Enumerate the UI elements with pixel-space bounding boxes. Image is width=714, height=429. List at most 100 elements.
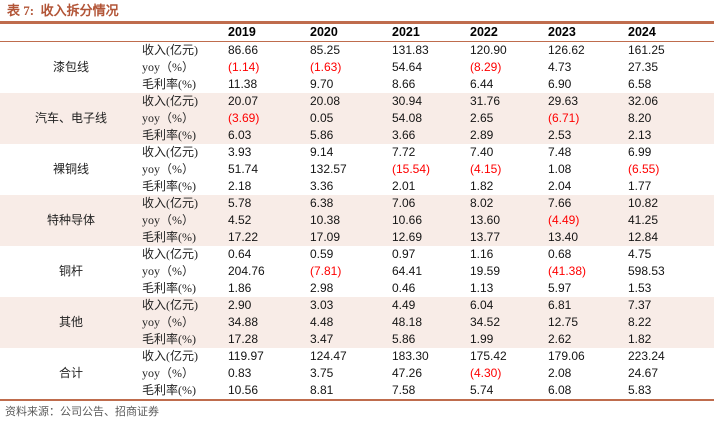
value-cell: (3.69) (228, 110, 310, 127)
value-cell: 4.52 (228, 212, 310, 229)
value-cell: 34.88 (228, 314, 310, 331)
value-cell: 17.09 (310, 229, 392, 246)
value-cell: 6.04 (470, 297, 548, 314)
value-cell: 13.77 (470, 229, 548, 246)
value-cell: 5.83 (628, 383, 652, 397)
metric-label: 收入(亿元) (142, 349, 198, 363)
value-cell: 4.75 (628, 247, 652, 261)
value-cell: 2.18 (228, 179, 252, 193)
category-header (0, 24, 142, 42)
value-cell: 1.82 (628, 331, 714, 348)
metric-label: 收入(亿元) (142, 297, 228, 314)
value-cell: 29.63 (548, 93, 628, 110)
metric-label: 毛利率(%) (142, 77, 196, 91)
metric-label: 毛利率(%) (142, 127, 228, 144)
metric-label: 毛利率(%) (142, 281, 196, 295)
value-cell: 3.36 (310, 179, 334, 193)
value-cell: 5.78 (228, 195, 310, 212)
bottom-rule (0, 399, 714, 401)
value-cell: 24.67 (628, 366, 659, 380)
table-row: 特种导体 收入(亿元) 5.78 6.38 7.06 8.02 7.66 10.82 (0, 195, 714, 246)
value-cell: 13.40 (548, 229, 628, 246)
category-label: 特种导体 (0, 195, 142, 246)
metric-label: 收入(亿元) (142, 43, 198, 57)
table-row: yoy（%） 34.88 4.48 48.18 34.52 12.75 8.22 (0, 314, 714, 331)
table-title: 表 7: 收入拆分情况 (7, 3, 119, 18)
value-cell: 1.86 (228, 281, 252, 295)
value-cell: 598.53 (628, 264, 665, 278)
value-cell: (1.63) (310, 60, 342, 74)
value-cell: 64.41 (392, 264, 423, 278)
value-cell: 6.44 (470, 77, 494, 91)
value-cell: (4.30) (470, 366, 502, 380)
table-row: 裸铜线 收入(亿元) 3.93 9.14 7.72 7.40 7.48 6.99 (0, 144, 714, 176)
value-cell: 183.30 (392, 349, 429, 363)
value-cell: 5.97 (548, 281, 572, 295)
metric-label: 毛利率(%) (142, 179, 196, 193)
table-row: 毛利率(%) 6.03 5.86 3.66 2.89 2.53 2.13 (0, 127, 714, 144)
value-cell: (4.15) (470, 162, 502, 176)
value-cell: 6.58 (628, 77, 652, 91)
value-cell: 6.99 (628, 145, 652, 159)
value-cell: 3.66 (392, 127, 470, 144)
value-cell: 30.94 (392, 93, 470, 110)
value-cell: 41.25 (628, 212, 714, 229)
value-cell: 3.93 (228, 145, 252, 159)
metric-label: 收入(亿元) (142, 93, 228, 110)
year-header: 2019 (228, 24, 310, 42)
value-cell: (8.29) (470, 60, 502, 74)
value-cell: 132.57 (310, 162, 347, 176)
category-label: 汽车、电子线 (0, 93, 142, 144)
value-cell: 8.02 (470, 195, 548, 212)
table-row: yoy（%） 204.76 (7.81) 64.41 19.59 (41.38) 598.5… (0, 263, 714, 280)
value-cell: 54.08 (392, 110, 470, 127)
value-cell: 2.62 (548, 331, 628, 348)
table-row: yoy（%） (1.14) (1.63) 54.64 (8.29) 4.73 27.35 (0, 59, 714, 76)
metric-label: 收入(亿元) (142, 145, 198, 159)
value-cell: (1.14) (228, 60, 260, 74)
value-cell: 0.83 (228, 366, 252, 380)
value-cell: 223.24 (628, 349, 665, 363)
value-cell: 7.66 (548, 195, 628, 212)
value-cell: 12.75 (548, 314, 628, 331)
value-cell: 6.38 (310, 195, 392, 212)
table-row: 毛利率(%) 11.38 9.70 8.66 6.44 6.90 6.58 (0, 76, 714, 93)
value-cell: 7.06 (392, 195, 470, 212)
value-cell: 54.64 (392, 60, 423, 74)
table-row: yoy（%） (3.69) 0.05 54.08 2.65 (6.71) 8.20 (0, 110, 714, 127)
value-cell: 0.68 (548, 247, 572, 261)
value-cell: 8.66 (392, 77, 416, 91)
table-row: 毛利率(%) 2.18 3.36 2.01 1.82 2.04 1.77 (0, 178, 714, 195)
value-cell: 1.82 (470, 179, 494, 193)
value-cell: 10.82 (628, 195, 714, 212)
value-cell: 31.76 (470, 93, 548, 110)
value-cell: 2.65 (470, 110, 548, 127)
year-header: 2020 (310, 24, 392, 42)
value-cell: 175.42 (470, 349, 507, 363)
value-cell: (4.49) (548, 212, 628, 229)
value-cell: 6.81 (548, 297, 628, 314)
value-cell: 8.81 (310, 383, 334, 397)
metric-label: yoy（%） (142, 314, 228, 331)
value-cell: 5.86 (310, 127, 392, 144)
metric-label: 毛利率(%) (142, 331, 228, 348)
value-cell: 7.72 (392, 145, 416, 159)
value-cell: 4.73 (548, 60, 572, 74)
value-cell: 120.90 (470, 43, 507, 57)
table-row: 漆包线 收入(亿元) 86.66 85.25 131.83 120.90 126.62 161… (0, 42, 714, 74)
value-cell: 10.66 (392, 212, 470, 229)
table-row: 合计 收入(亿元) 119.97 124.47 183.30 175.42 179.06 22… (0, 348, 714, 380)
value-cell: 0.05 (310, 110, 392, 127)
value-cell: 3.47 (310, 331, 392, 348)
value-cell: 10.38 (310, 212, 392, 229)
value-cell: 6.08 (548, 383, 572, 397)
table-row: 其他 收入(亿元) 2.90 3.03 4.49 6.04 6.81 7.37 (0, 297, 714, 348)
value-cell: 2.98 (310, 281, 334, 295)
value-cell: 19.59 (470, 264, 501, 278)
value-cell: 119.97 (228, 349, 264, 363)
value-cell: 9.70 (310, 77, 334, 91)
value-cell: 7.48 (548, 145, 572, 159)
value-cell: 2.90 (228, 297, 310, 314)
category-label: 其他 (0, 297, 142, 348)
